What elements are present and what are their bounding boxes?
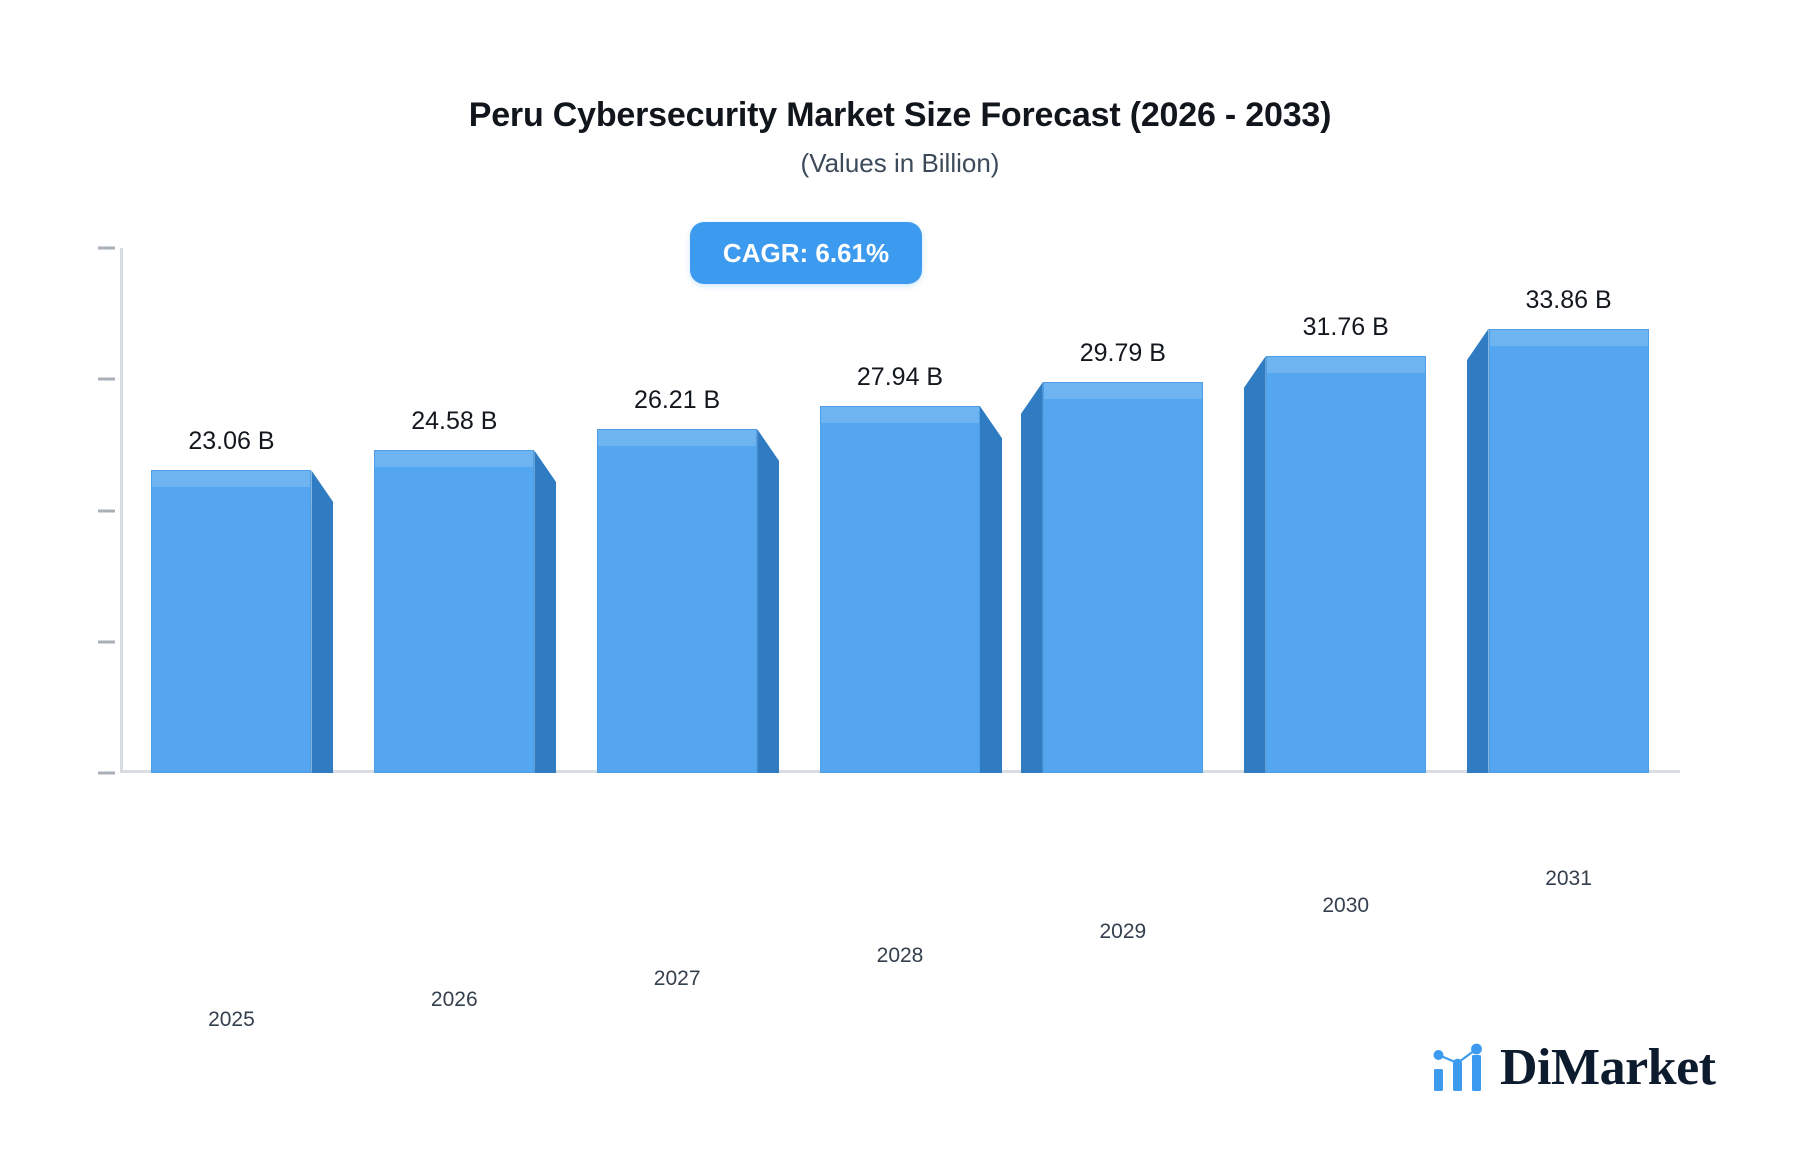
bar: 31.76 B 2030 (1243, 313, 1426, 917)
bar-side-face (1243, 356, 1266, 773)
y-tick-mark (98, 377, 115, 381)
bar-front-face (151, 470, 312, 773)
y-tick-mark (98, 509, 115, 512)
cagr-badge-label: CAGR: 6.61% (722, 237, 890, 268)
x-tick-label: 2029 (1099, 920, 1147, 944)
bar-front-face (820, 406, 980, 773)
bar-side-face (1020, 382, 1043, 773)
chart-title: Peru Cybersecurity Market Size Forecast … (468, 96, 1332, 134)
bar-front-face (1265, 356, 1426, 773)
x-tick-label: 2025 (208, 1008, 255, 1032)
bar-front-face (597, 429, 758, 773)
x-tick-label: 2030 (1322, 894, 1370, 918)
x-tick-label: 2026 (430, 988, 478, 1012)
bar-chart-logo-icon (1433, 1043, 1482, 1091)
bar-side-face (980, 406, 1002, 773)
bar-value-label: 26.21 B (634, 386, 721, 414)
bar-value-label: 27.94 B (856, 363, 944, 392)
y-axis-line (120, 248, 123, 773)
brand-name: DiMarket (1500, 1039, 1716, 1096)
bar-side-face (757, 429, 780, 773)
bar: 23.06 B 2025 (151, 427, 334, 1031)
bar-side-face (311, 470, 334, 773)
bar: 24.58 B 2026 (374, 407, 557, 1011)
bar-top-highlight (375, 451, 534, 468)
bar-top-highlight (152, 471, 311, 488)
bar-value-label: 29.79 B (1079, 339, 1166, 368)
bar-value-label: 24.58 B (411, 407, 498, 436)
bar: 26.21 B 2027 (597, 386, 780, 990)
x-tick-label: 2027 (653, 967, 701, 990)
cagr-badge: CAGR: 6.61% (690, 222, 922, 284)
x-tick-label: 2028 (876, 944, 924, 968)
bar: 33.86 B 2031 (1466, 286, 1649, 890)
chart-subtitle: (Values in Billion) (800, 148, 1000, 178)
bar-value-label: 31.76 B (1302, 313, 1389, 342)
bar-top-highlight (821, 407, 979, 424)
bar-value-label: 23.06 B (188, 427, 275, 456)
bar-side-face (534, 450, 557, 773)
bar-front-face (374, 450, 535, 773)
bar-front-face (1488, 328, 1649, 773)
x-tick-label: 2031 (1545, 866, 1592, 890)
bar-value-label: 33.86 B (1525, 285, 1612, 314)
bar: 27.94 B 2028 (820, 363, 1002, 967)
bar-top-highlight (1489, 329, 1648, 346)
y-tick-mark (98, 640, 115, 644)
bar-top-highlight (1266, 357, 1425, 374)
brand-logo: DiMarket (1432, 1039, 1716, 1096)
bar-side-face (1466, 328, 1489, 773)
bar-top-highlight (1043, 383, 1202, 400)
bar-front-face (1042, 382, 1203, 773)
bar-top-highlight (598, 430, 757, 446)
y-tick-mark (98, 246, 115, 250)
bar: 29.79 B 2029 (1020, 339, 1203, 943)
y-tick-mark (98, 771, 115, 775)
